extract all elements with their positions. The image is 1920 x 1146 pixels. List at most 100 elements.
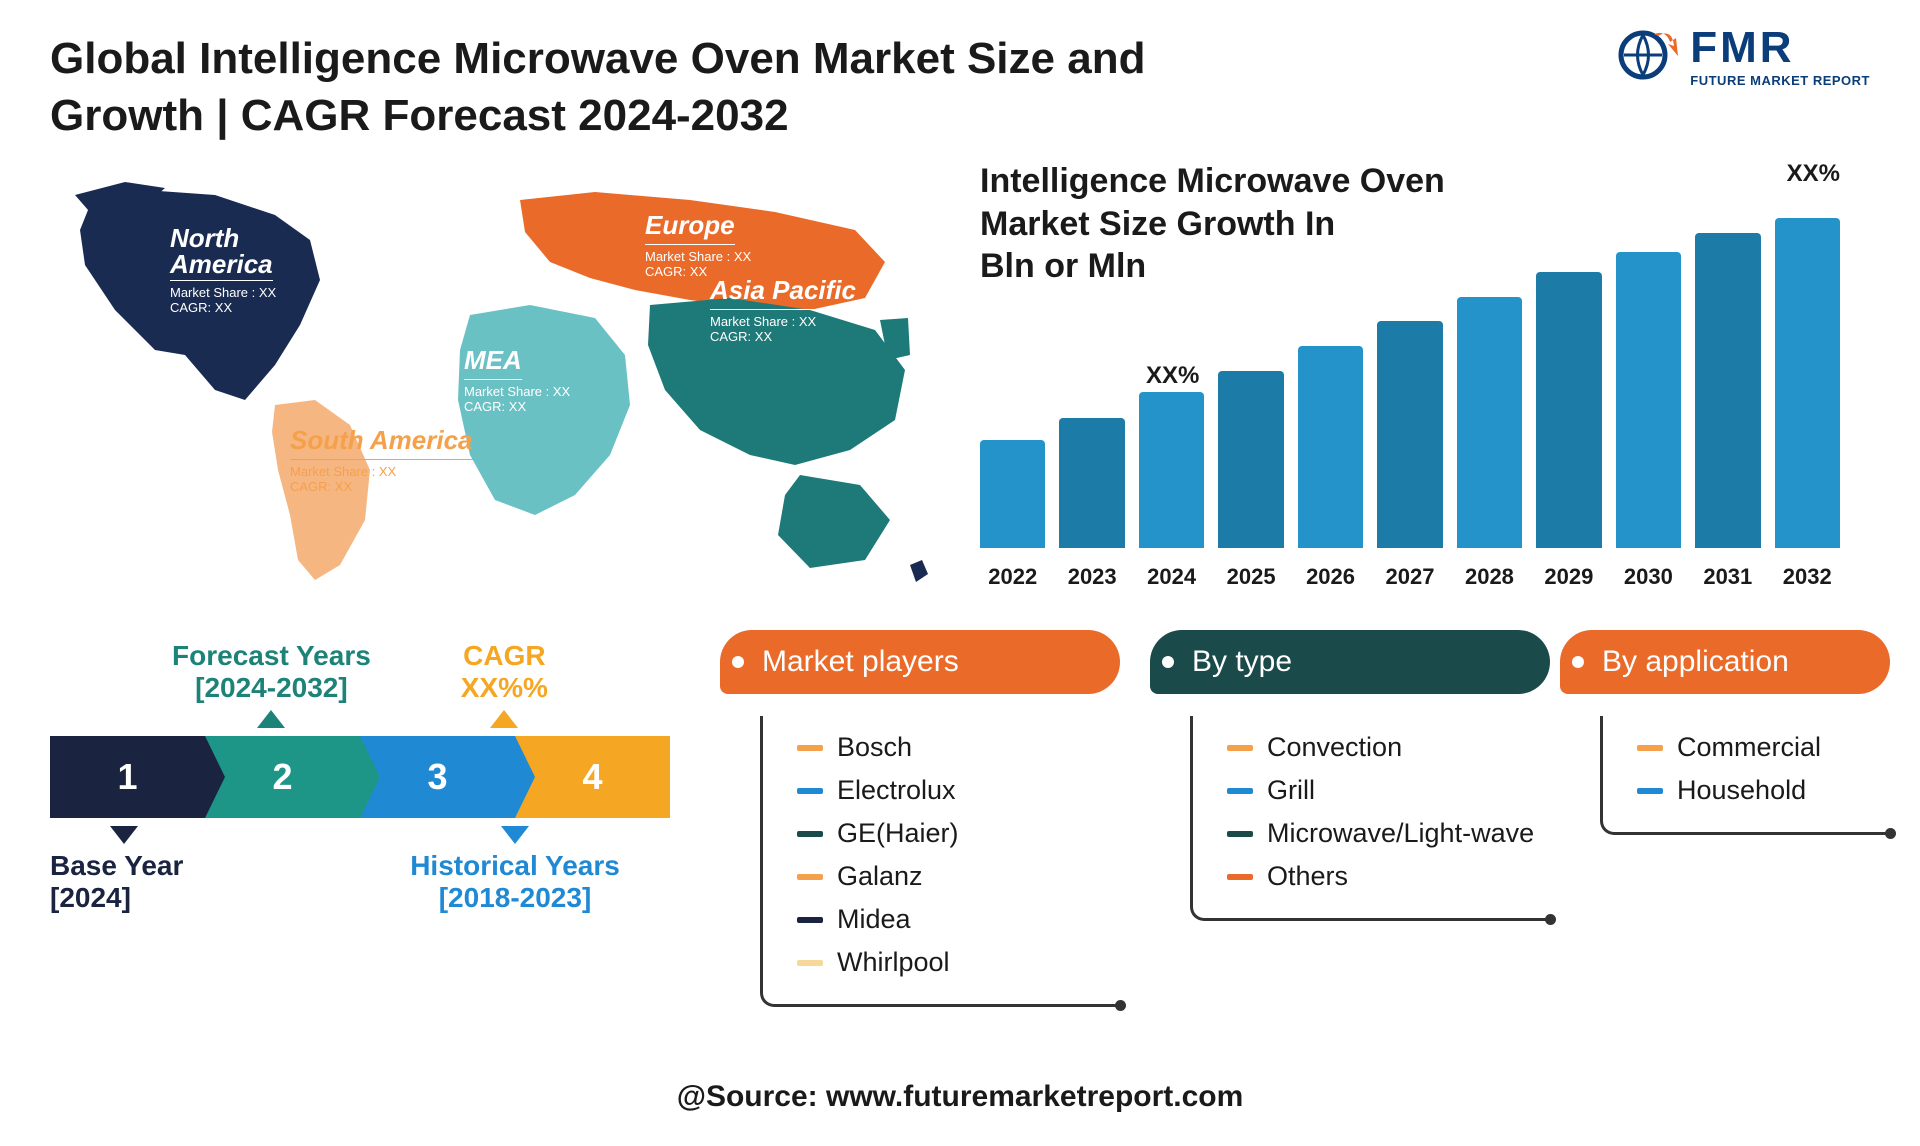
list-item: Grill — [1227, 769, 1550, 812]
bar — [1536, 272, 1601, 548]
item-text: Household — [1677, 775, 1806, 806]
category-by-type: By type Convection Grill Microwave/Light-w… — [1150, 630, 1550, 921]
base-year: Base Year [2024] — [50, 826, 360, 914]
source-attribution: @Source: www.futuremarketreport.com — [0, 1080, 1920, 1114]
region-name: MEA — [464, 345, 522, 380]
item-text: Others — [1267, 861, 1348, 892]
bar-year-label: 2024 — [1139, 564, 1204, 590]
bar — [1218, 371, 1283, 548]
list-item: GE(Haier) — [797, 812, 1120, 855]
cat-pill: By type — [1150, 630, 1550, 694]
list-item: Others — [1227, 855, 1550, 898]
region-share: Market Share : XX — [290, 464, 473, 479]
item-text: Microwave/Light-wave — [1267, 818, 1534, 849]
historical-years: Historical Years [2018-2023] — [360, 826, 670, 914]
bar — [1616, 252, 1681, 548]
list-item: Electrolux — [797, 769, 1120, 812]
region-name: Asia Pacific — [710, 275, 856, 310]
category-by-application: By application Commercial Household — [1560, 630, 1890, 835]
bullet-icon — [797, 917, 823, 923]
region-mea: MEA Market Share : XX CAGR: XX — [464, 345, 570, 414]
bullet-icon — [797, 788, 823, 794]
item-text: Electrolux — [837, 775, 956, 806]
item-text: Convection — [1267, 732, 1402, 763]
cat-pill: By application — [1560, 630, 1890, 694]
cat-list: Commercial Household — [1600, 716, 1890, 835]
tl-seg-2: 2 — [205, 736, 360, 818]
list-item: Household — [1637, 769, 1890, 812]
bullet-icon — [797, 745, 823, 751]
bar-labels: 2022 2023 2024 2025 2026 2027 2028 2029 2030 2031… — [980, 564, 1840, 590]
timeline: Forecast Years [2024-2032] CAGR XX%% 1 2… — [50, 640, 670, 914]
bar-year-label: 2022 — [980, 564, 1045, 590]
item-text: Galanz — [837, 861, 923, 892]
region-cagr: CAGR: XX — [290, 479, 473, 494]
list-item: Microwave/Light-wave — [1227, 812, 1550, 855]
region-south-america: South America Market Share : XX CAGR: XX — [290, 425, 473, 494]
region-share: Market Share : XX — [464, 384, 570, 399]
region-name: NorthAmerica — [170, 225, 273, 281]
list-item: Convection — [1227, 726, 1550, 769]
bullet-icon — [1637, 788, 1663, 794]
bar — [1457, 297, 1522, 548]
bar — [980, 440, 1045, 548]
item-text: Whirlpool — [837, 947, 950, 978]
region-asia-pacific: Asia Pacific Market Share : XX CAGR: XX — [710, 275, 856, 344]
bar — [1059, 418, 1124, 548]
pct-label-2032: XX% — [1787, 160, 1840, 188]
item-text: GE(Haier) — [837, 818, 959, 849]
region-share: Market Share : XX — [170, 285, 276, 300]
item-text: Grill — [1267, 775, 1315, 806]
logo-text: FMR — [1690, 23, 1870, 73]
bullet-icon — [1227, 788, 1253, 794]
bullet-icon — [1227, 874, 1253, 880]
region-cagr: CAGR: XX — [464, 399, 570, 414]
region-cagr: CAGR: XX — [710, 329, 856, 344]
bullet-icon — [797, 874, 823, 880]
timeline-bar: 1 2 3 4 — [50, 736, 670, 818]
bar-year-label: 2030 — [1616, 564, 1681, 590]
bullet-icon — [797, 960, 823, 966]
bullet-icon — [1637, 745, 1663, 751]
region-share: Market Share : XX — [645, 249, 751, 264]
bar-year-label: 2032 — [1775, 564, 1840, 590]
logo: FMR FUTURE MARKET REPORT — [1608, 20, 1870, 90]
cagr-label: CAGR XX%% — [461, 640, 548, 728]
bar-year-label: 2026 — [1298, 564, 1363, 590]
bullet-icon — [1227, 745, 1253, 751]
bar — [1377, 321, 1442, 548]
logo-subtitle: FUTURE MARKET REPORT — [1690, 73, 1870, 88]
bar-year-label: 2031 — [1695, 564, 1760, 590]
bar — [1139, 392, 1204, 548]
bar-year-label: 2023 — [1059, 564, 1124, 590]
list-item: Whirlpool — [797, 941, 1120, 984]
tl-seg-3: 3 — [360, 736, 515, 818]
bar — [1298, 346, 1363, 548]
category-market-players: Market players Bosch Electrolux GE(Haier) G… — [720, 630, 1120, 1007]
region-name: South America — [290, 425, 473, 460]
region-cagr: CAGR: XX — [170, 300, 276, 315]
bullet-icon — [1227, 831, 1253, 837]
list-item: Commercial — [1637, 726, 1890, 769]
item-text: Commercial — [1677, 732, 1821, 763]
cat-list: Convection Grill Microwave/Light-wave Other… — [1190, 716, 1550, 921]
region-europe: Europe Market Share : XX CAGR: XX — [645, 210, 751, 279]
bullet-icon — [797, 831, 823, 837]
bar-year-label: 2025 — [1218, 564, 1283, 590]
cat-pill: Market players — [720, 630, 1120, 694]
world-map: NorthAmerica Market Share : XX CAGR: XX … — [50, 170, 940, 590]
tl-seg-4: 4 — [515, 736, 670, 818]
bar-year-label: 2028 — [1457, 564, 1522, 590]
page-title: Global Intelligence Microwave Oven Marke… — [50, 30, 1230, 144]
globe-arrow-icon — [1608, 20, 1678, 90]
bar-year-label: 2029 — [1536, 564, 1601, 590]
item-text: Bosch — [837, 732, 912, 763]
item-text: Midea — [837, 904, 911, 935]
bar — [1775, 218, 1840, 548]
region-north-america: NorthAmerica Market Share : XX CAGR: XX — [170, 225, 276, 315]
bar — [1695, 233, 1760, 548]
bar-year-label: 2027 — [1377, 564, 1442, 590]
tl-seg-1: 1 — [50, 736, 205, 818]
list-item: Midea — [797, 898, 1120, 941]
bars-container — [980, 208, 1840, 548]
